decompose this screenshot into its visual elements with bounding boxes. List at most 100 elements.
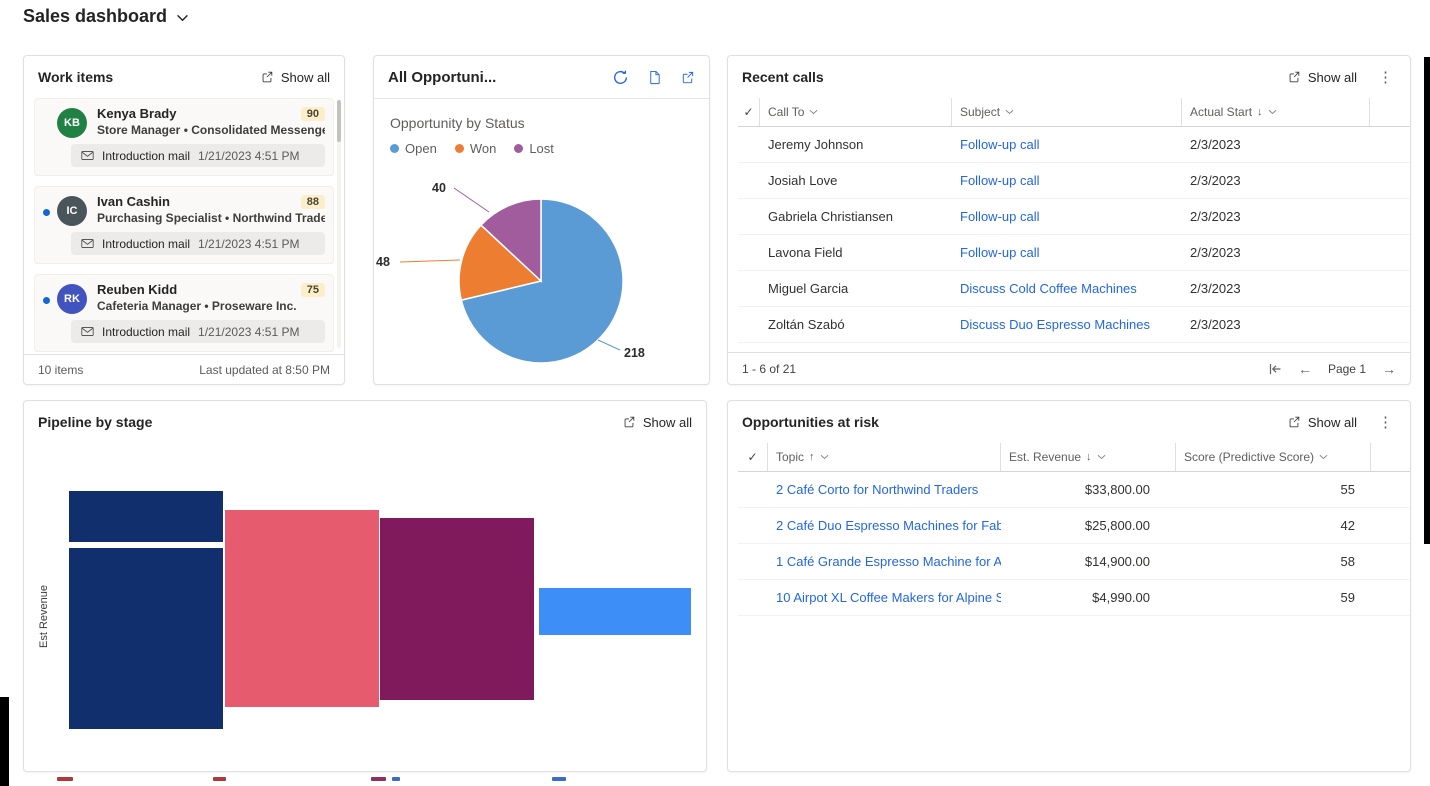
topic-link[interactable]: 1 Café Grande Espresso Machine for Alpin [776, 554, 1001, 569]
subject-link[interactable]: Discuss Cold Coffee Machines [960, 281, 1137, 296]
call-to-cell[interactable]: Jeremy Johnson [768, 137, 864, 152]
clipped-axis-label [552, 777, 566, 781]
work-item[interactable]: IC Ivan Cashin 88 Purchasing Specialist … [34, 186, 334, 264]
activity-chip[interactable]: Introduction mail 1/21/2023 4:51 PM [71, 320, 325, 343]
subject-link[interactable]: Follow-up call [960, 245, 1040, 260]
column-header-subject[interactable]: Subject [952, 98, 1182, 126]
select-all-column-header[interactable]: ✓ [738, 443, 768, 471]
opportunity-row[interactable]: 1 Café Grande Espresso Machine for Alpin… [738, 544, 1410, 580]
pipeline-show-all-button[interactable]: Show all [622, 415, 692, 430]
activity-chip[interactable]: Introduction mail 1/21/2023 4:51 PM [71, 144, 325, 167]
pie-slice-lost[interactable] [479, 198, 542, 283]
row-select-cell[interactable] [738, 271, 760, 306]
work-item[interactable]: KB Kenya Brady 90 Store Manager • Consol… [34, 98, 334, 176]
row-select-cell[interactable] [738, 199, 760, 234]
recent-calls-show-all-button[interactable]: Show all [1287, 70, 1357, 85]
pie-slice-won[interactable] [458, 224, 543, 302]
call-to-cell[interactable]: Miguel Garcia [768, 281, 849, 296]
column-header-actual-start[interactable]: Actual Start ↓ [1182, 98, 1370, 126]
row-select-cell[interactable] [738, 544, 768, 579]
next-page-button[interactable]: → [1382, 361, 1396, 377]
actual-start-cell: 2/3/2023 [1190, 245, 1241, 260]
y-axis-label: Est Revenue [38, 585, 50, 649]
call-row[interactable]: Miguel Garcia Discuss Cold Coffee Machin… [738, 271, 1410, 307]
document-icon [650, 70, 660, 84]
first-page-button[interactable] [1268, 363, 1282, 375]
view-report-button[interactable] [647, 70, 662, 85]
row-select-cell[interactable] [738, 127, 760, 162]
row-select-cell[interactable] [738, 472, 768, 507]
dashboard-selector[interactable]: Sales dashboard [23, 6, 189, 27]
refresh-button[interactable] [612, 69, 629, 86]
chart-title: Opportunity by Status [390, 115, 525, 131]
previous-page-button[interactable]: ← [1298, 361, 1312, 377]
funnel-bar-stage-4[interactable] [539, 588, 691, 635]
topic-link[interactable]: 10 Airpot XL Coffee Makers for Alpine Sk… [776, 590, 1001, 605]
recent-calls-header: Recent calls Show all ⋮ [728, 56, 1410, 98]
row-select-cell[interactable] [738, 235, 760, 270]
call-to-cell[interactable]: Lavona Field [768, 245, 843, 260]
opportunities-at-risk-show-all-button[interactable]: Show all [1287, 415, 1357, 430]
score-badge: 88 [300, 194, 325, 209]
call-row[interactable]: Jeremy Johnson Follow-up call 2/3/2023 [738, 127, 1410, 163]
subject-link[interactable]: Discuss Duo Espresso Machines [960, 317, 1151, 332]
funnel-bar-stage-1[interactable] [69, 491, 223, 729]
chart-legend: Open Won Lost [390, 141, 693, 156]
call-row[interactable]: Lavona Field Follow-up call 2/3/2023 [738, 235, 1410, 271]
work-items-show-all-button[interactable]: Show all [260, 70, 330, 85]
column-header-est-revenue[interactable]: Est. Revenue ↓ [1001, 443, 1176, 471]
column-label: Score (Predictive Score) [1184, 450, 1315, 464]
activity-chip[interactable]: Introduction mail 1/21/2023 4:51 PM [71, 232, 325, 255]
row-select-cell[interactable] [738, 307, 760, 342]
call-row[interactable]: Josiah Love Follow-up call 2/3/2023 [738, 163, 1410, 199]
column-header-score[interactable]: Score (Predictive Score) [1176, 443, 1371, 471]
unread-indicator [43, 209, 50, 216]
call-row[interactable]: Gabriela Christiansen Follow-up call 2/3… [738, 199, 1410, 235]
call-to-cell[interactable]: Josiah Love [768, 173, 838, 188]
column-header-topic[interactable]: Topic ↑ [768, 443, 1001, 471]
more-options-button[interactable]: ⋮ [1375, 68, 1396, 87]
activity-label: Introduction mail [102, 236, 191, 251]
subject-link[interactable]: Follow-up call [960, 173, 1040, 188]
legend-item-open[interactable]: Open [390, 141, 437, 156]
topic-link[interactable]: 2 Café Duo Espresso Machines for Fabrika [776, 518, 1001, 533]
legend-item-lost[interactable]: Lost [514, 141, 554, 156]
row-select-cell[interactable] [738, 580, 768, 615]
expand-chart-button[interactable] [680, 70, 695, 85]
record-count: 1 - 6 of 21 [742, 361, 797, 376]
clipped-axis-label [57, 777, 73, 781]
revenue-cell: $4,990.00 [1092, 590, 1150, 605]
email-icon [81, 239, 94, 248]
opportunity-row[interactable]: 2 Café Corto for Northwind Traders $33,8… [738, 472, 1410, 508]
contact-name: Ivan Cashin [97, 194, 170, 209]
contact-name: Reuben Kidd [97, 282, 178, 297]
work-item[interactable]: RK Reuben Kidd 75 Cafeteria Manager • Pr… [34, 274, 334, 352]
scrollbar[interactable] [337, 100, 341, 348]
arrow-right-icon: → [1382, 360, 1396, 377]
legend-dot-icon [454, 144, 464, 153]
call-to-cell[interactable]: Zoltán Szabó [768, 317, 845, 332]
more-options-button[interactable]: ⋮ [1375, 413, 1396, 432]
revenue-cell: $25,800.00 [1084, 518, 1150, 533]
pie-slice-open[interactable] [460, 198, 624, 364]
chevron-down-icon [177, 14, 188, 22]
score-cell: 59 [1340, 590, 1355, 605]
subject-link[interactable]: Follow-up call [960, 137, 1040, 152]
subject-link[interactable]: Follow-up call [960, 209, 1040, 224]
legend-item-won[interactable]: Won [454, 141, 496, 156]
funnel-bar-stage-3[interactable] [380, 518, 534, 700]
avatar: RK [57, 284, 87, 314]
row-select-cell[interactable] [738, 163, 760, 198]
column-header-call-to[interactable]: Call To [760, 98, 952, 126]
filler-cell [1371, 544, 1410, 579]
opportunity-row[interactable]: 10 Airpot XL Coffee Makers for Alpine Sk… [738, 580, 1410, 616]
scrollbar-thumb[interactable] [337, 100, 341, 142]
opportunity-row[interactable]: 2 Café Duo Espresso Machines for Fabrika… [738, 508, 1410, 544]
call-to-cell[interactable]: Gabriela Christiansen [768, 209, 894, 224]
activity-label: Introduction mail [102, 148, 191, 163]
row-select-cell[interactable] [738, 508, 768, 543]
call-row[interactable]: Zoltán Szabó Discuss Duo Espresso Machin… [738, 307, 1410, 343]
funnel-bar-stage-2[interactable] [225, 510, 379, 707]
topic-link[interactable]: 2 Café Corto for Northwind Traders [776, 482, 979, 497]
select-all-column-header[interactable]: ✓ [738, 98, 760, 126]
